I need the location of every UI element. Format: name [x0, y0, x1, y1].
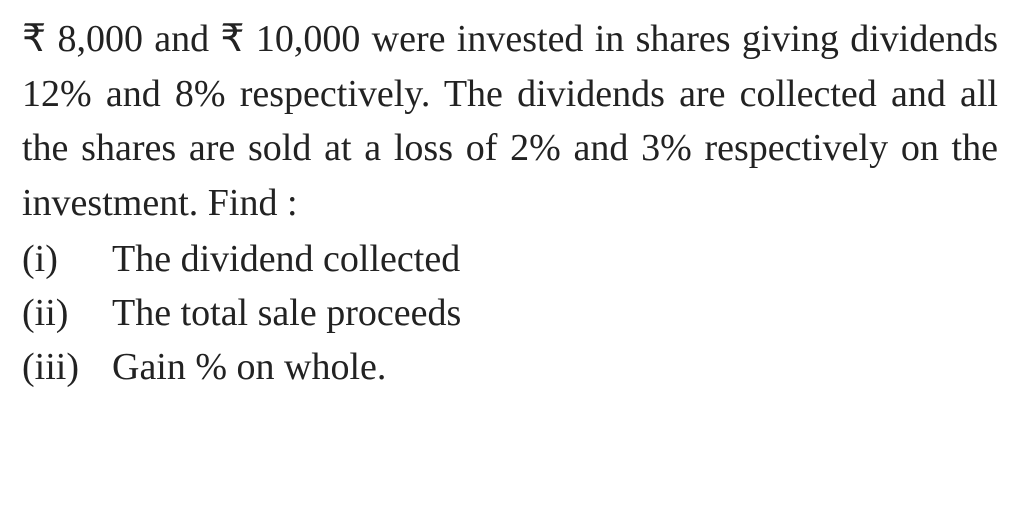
list-item: (i) The dividend collected — [22, 233, 998, 287]
list-marker-1: (i) — [22, 233, 112, 287]
list-text-1: The dividend collected — [112, 233, 460, 287]
list-marker-3: (iii) — [22, 341, 112, 395]
problem-statement: ₹ 8,000 and ₹ 10,000 were invested in sh… — [22, 12, 998, 231]
rupee-symbol-1: ₹ — [22, 18, 46, 60]
list-item: (iii) Gain % on whole. — [22, 341, 998, 395]
list-item: (ii) The total sale proceeds — [22, 287, 998, 341]
list-text-3: Gain % on whole. — [112, 341, 386, 395]
statement-part-1: 8,000 and — [46, 18, 220, 60]
rupee-symbol-2: ₹ — [220, 18, 244, 60]
question-list: (i) The dividend collected (ii) The tota… — [22, 233, 998, 395]
list-text-2: The total sale proceeds — [112, 287, 461, 341]
list-marker-2: (ii) — [22, 287, 112, 341]
